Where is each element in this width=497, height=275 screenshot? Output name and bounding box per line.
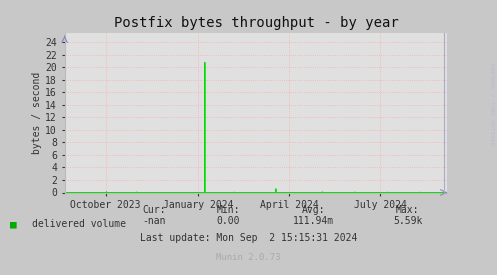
Text: Max:: Max: — [396, 205, 419, 215]
Text: delivered volume: delivered volume — [32, 219, 126, 229]
Text: Last update: Mon Sep  2 15:15:31 2024: Last update: Mon Sep 2 15:15:31 2024 — [140, 233, 357, 243]
Text: 0.00: 0.00 — [217, 216, 241, 226]
Y-axis label: bytes / second: bytes / second — [32, 72, 42, 154]
Text: ■: ■ — [10, 219, 17, 229]
Text: -nan: -nan — [142, 216, 166, 226]
Text: 111.94m: 111.94m — [293, 216, 333, 226]
Text: Cur:: Cur: — [142, 205, 166, 215]
Text: RRDTOOL / TOBI OETIKER: RRDTOOL / TOBI OETIKER — [490, 63, 495, 146]
Text: Avg:: Avg: — [301, 205, 325, 215]
Text: Munin 2.0.73: Munin 2.0.73 — [216, 253, 281, 262]
Text: 5.59k: 5.59k — [393, 216, 422, 226]
Title: Postfix bytes throughput - by year: Postfix bytes throughput - by year — [114, 16, 398, 31]
Text: Min:: Min: — [217, 205, 241, 215]
